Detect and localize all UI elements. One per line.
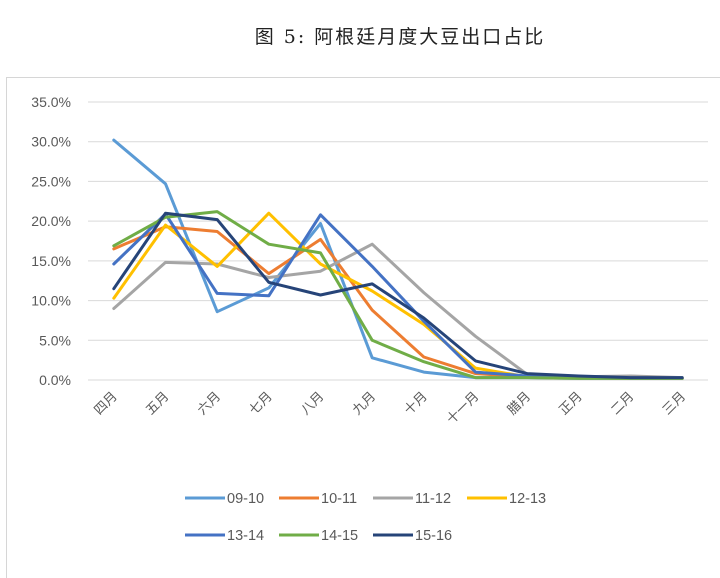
y-axis: 0.0% 5.0% 10.0% 15.0% 20.0% 25.0% 30.0% 35.0% (31, 94, 71, 388)
x-tick-label: 六月 (195, 389, 224, 418)
legend-item-12-13: 12-13 (467, 491, 546, 507)
x-axis: 四月 五月 六月 七月 八月 九月 十月 十一月 腊月 正月 二月 三月 (92, 389, 689, 427)
series-line-13-14 (112, 212, 684, 380)
series-line-15-16 (112, 211, 684, 380)
legend-label: 09-10 (227, 491, 264, 507)
x-tick-label: 五月 (143, 389, 172, 418)
x-tick-label: 三月 (660, 389, 689, 418)
legend-item-09-10: 09-10 (185, 491, 264, 507)
legend-item-10-11: 10-11 (279, 491, 357, 507)
x-tick-label: 四月 (92, 389, 121, 418)
legend-item-15-16: 15-16 (373, 528, 452, 544)
legend-label: 15-16 (415, 528, 452, 544)
x-tick-label: 正月 (557, 389, 586, 418)
x-tick-label: 八月 (298, 389, 327, 418)
x-tick-label: 二月 (608, 389, 637, 418)
y-tick-label: 5.0% (39, 332, 71, 348)
x-tick-label: 腊月 (505, 389, 534, 418)
y-tick-label: 20.0% (31, 213, 71, 229)
x-tick-label: 十月 (402, 389, 431, 418)
x-tick-label: 七月 (247, 389, 276, 418)
y-tick-label: 25.0% (31, 173, 71, 189)
y-tick-label: 10.0% (31, 293, 71, 309)
series-lines (112, 138, 684, 380)
y-tick-label: 35.0% (31, 94, 71, 110)
legend-label: 11-12 (415, 491, 451, 507)
legend-label: 12-13 (509, 491, 546, 507)
y-tick-label: 15.0% (31, 253, 71, 269)
legend-item-13-14: 13-14 (185, 528, 264, 544)
gridlines (88, 101, 708, 381)
x-tick-label: 十一月 (444, 389, 482, 427)
line-chart: 0.0% 5.0% 10.0% 15.0% 20.0% 25.0% 30.0% 35.0% 四… (31, 94, 708, 544)
legend-item-14-15: 14-15 (279, 528, 358, 544)
y-tick-label: 30.0% (31, 134, 71, 150)
legend-label: 14-15 (321, 528, 358, 544)
legend-item-11-12: 11-12 (373, 491, 451, 507)
x-tick-label: 九月 (350, 389, 379, 418)
chart-title: 图 5: 阿根廷月度大豆出口占比 (254, 26, 546, 48)
legend: 09-10 10-11 11-12 12-13 13-14 14-15 15-16 (185, 491, 546, 544)
y-tick-label: 0.0% (39, 372, 71, 388)
series-line-14-15 (112, 210, 684, 380)
legend-label: 10-11 (321, 491, 357, 507)
series-line-09-10 (112, 138, 684, 380)
legend-label: 13-14 (227, 528, 264, 544)
